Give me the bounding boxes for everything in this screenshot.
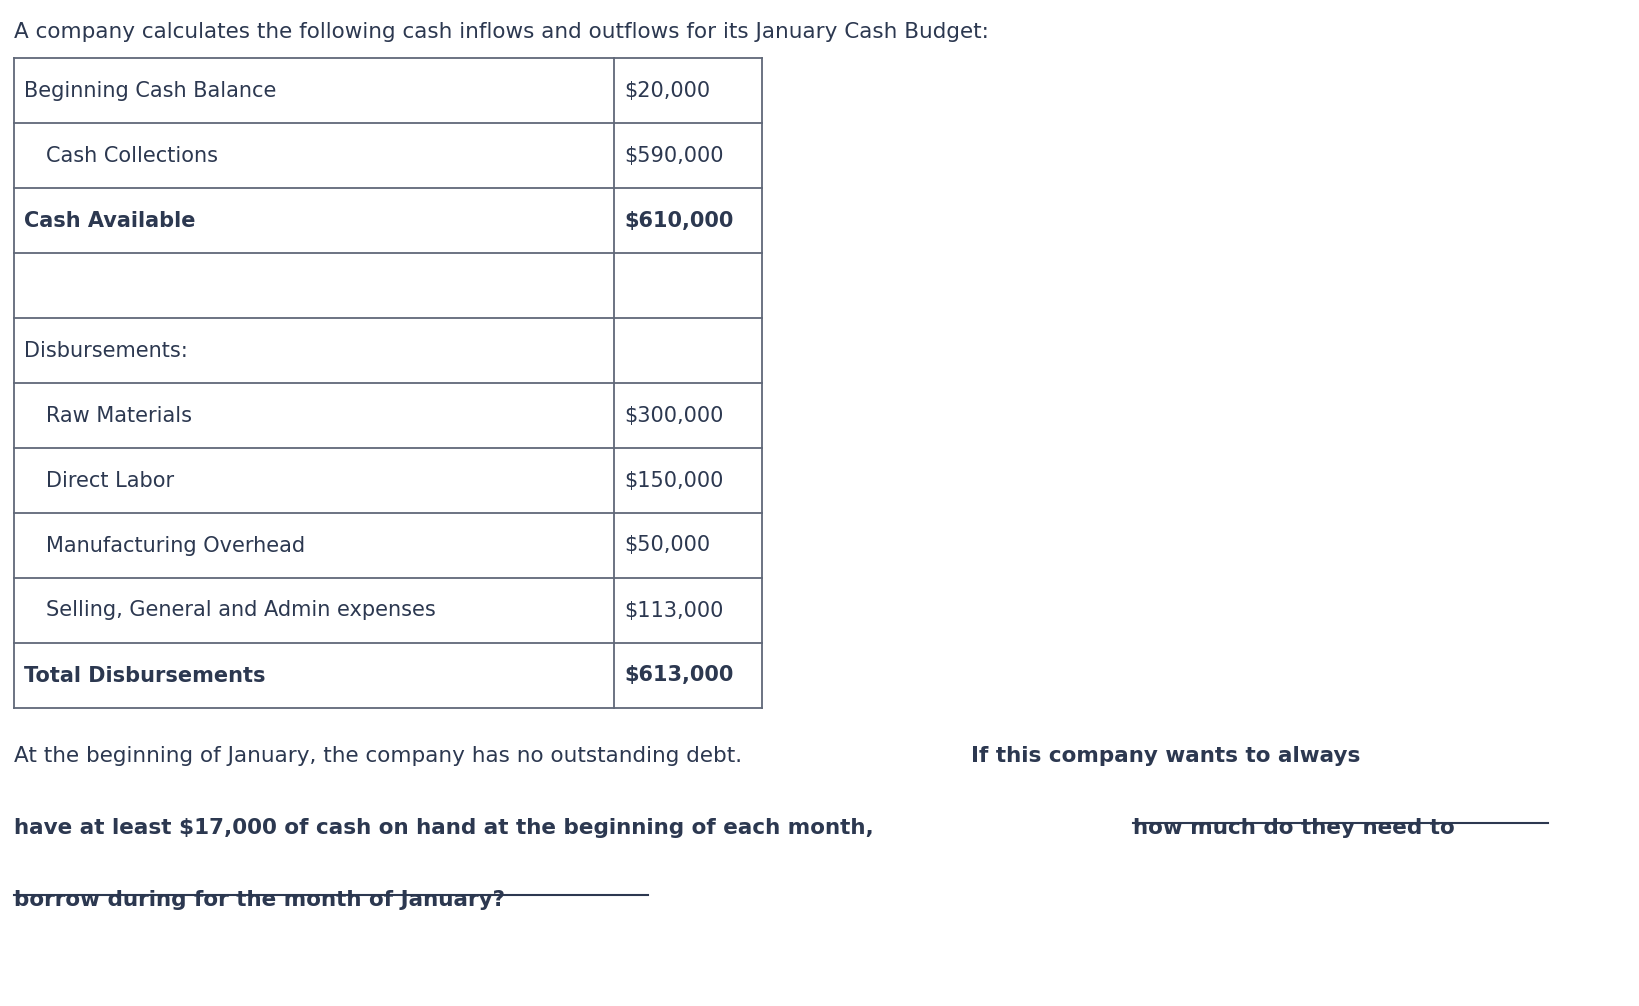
Text: Selling, General and Admin expenses: Selling, General and Admin expenses [46,601,436,621]
Text: have at least $17,000 of cash on hand at the beginning of each month,: have at least $17,000 of cash on hand at… [15,818,880,838]
Text: how much do they need to: how much do they need to [1133,818,1454,838]
Text: $300,000: $300,000 [623,405,723,426]
Text: Raw Materials: Raw Materials [46,405,192,426]
Text: $150,000: $150,000 [623,471,723,491]
Text: $20,000: $20,000 [623,80,710,101]
Text: borrow during for the month of January?: borrow during for the month of January? [15,890,505,910]
Text: $613,000: $613,000 [623,666,733,685]
Text: A company calculates the following cash inflows and outflows for its January Cas: A company calculates the following cash … [15,22,988,42]
Text: $113,000: $113,000 [623,601,723,621]
Text: $50,000: $50,000 [623,535,710,555]
Text: At the beginning of January, the company has no outstanding debt.: At the beginning of January, the company… [15,746,756,766]
Text: Beginning Cash Balance: Beginning Cash Balance [25,80,277,101]
Text: Total Disbursements: Total Disbursements [25,666,266,685]
Text: $610,000: $610,000 [623,210,733,230]
Text: Direct Labor: Direct Labor [46,471,174,491]
Text: Manufacturing Overhead: Manufacturing Overhead [46,535,305,555]
Text: Cash Collections: Cash Collections [46,146,218,166]
Text: If this company wants to always: If this company wants to always [970,746,1360,766]
Text: Disbursements:: Disbursements: [25,340,187,360]
Text: Cash Available: Cash Available [25,210,195,230]
Text: $590,000: $590,000 [623,146,723,166]
